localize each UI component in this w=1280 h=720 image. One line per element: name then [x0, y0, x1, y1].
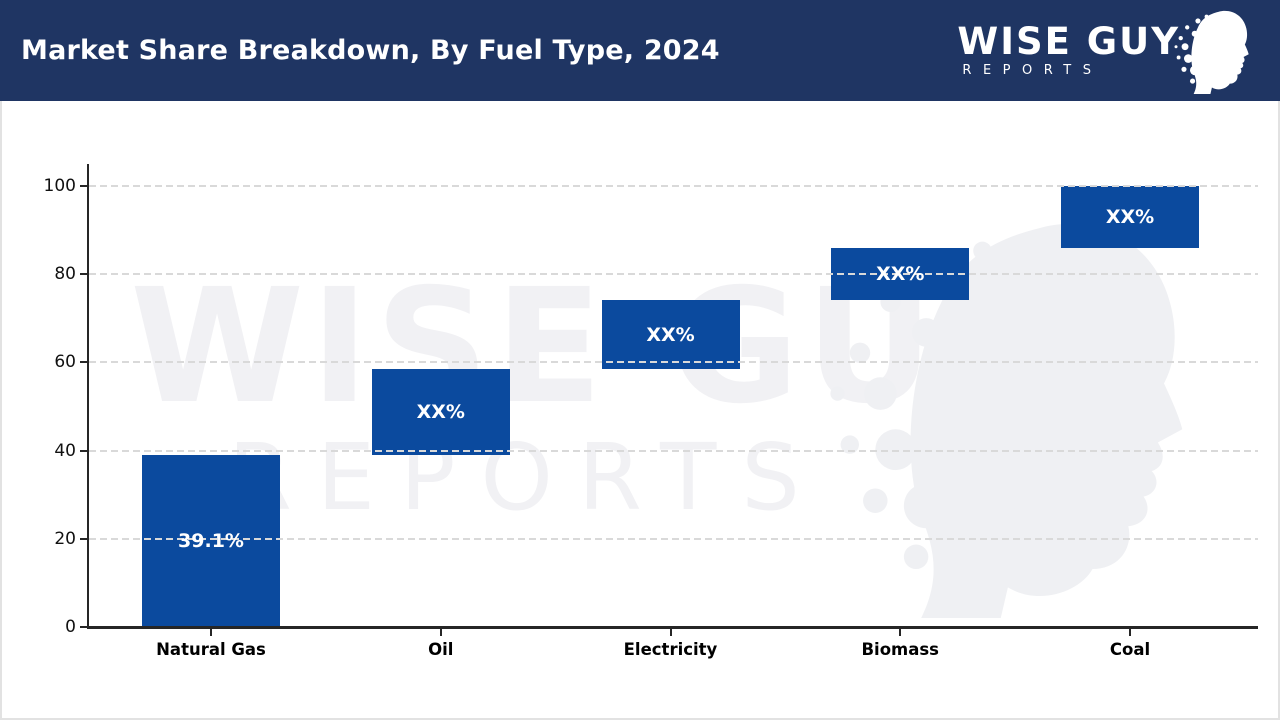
logo-text: WISE GUY REPORTS [957, 23, 1180, 78]
header-bar: Market Share Breakdown, By Fuel Type, 20… [0, 0, 1280, 101]
y-axis-spine [87, 164, 89, 629]
chart-bar-oil [371, 369, 510, 455]
bar-value-label: XX% [876, 262, 925, 285]
bar-value-label: XX% [1105, 205, 1155, 228]
y-tick-mark [80, 537, 88, 540]
y-tick-label: 0 [65, 617, 76, 637]
gridline-y60 [89, 361, 1258, 364]
y-tick-mark [80, 449, 88, 452]
x-category-label: Electricity [623, 640, 718, 659]
y-tick-label: 40 [54, 440, 76, 461]
y-tick-label: 80 [54, 264, 76, 285]
x-category-label: Natural Gas [156, 640, 266, 659]
y-tick-label: 100 [43, 176, 76, 196]
y-tick-mark [80, 361, 88, 364]
watermark-head-icon [830, 223, 1183, 618]
bar-value-label: 39.1% [178, 529, 244, 552]
gridline-y80 [89, 273, 1258, 276]
chart-title: Market Share Breakdown, By Fuel Type, 20… [21, 35, 720, 66]
y-tick-mark [80, 626, 88, 628]
chart-bar-coal [1061, 186, 1199, 248]
x-tick-mark [439, 629, 442, 636]
x-tick-mark [210, 629, 212, 636]
x-category-label: Biomass [861, 640, 940, 659]
y-tick-label: 20 [54, 528, 76, 549]
y-tick-mark [80, 273, 88, 276]
chart-bar-electricity [601, 300, 740, 369]
x-tick-mark [669, 629, 672, 636]
watermark-subtitle: REPORTS [228, 424, 825, 531]
y-tick-label: 60 [54, 352, 76, 373]
gridline-y20 [89, 537, 1258, 540]
logo-head-icon [1174, 10, 1249, 94]
gridline-y100 [89, 185, 1258, 187]
wiseguy-logo: WISE GUY REPORTS [957, 8, 1256, 94]
x-axis-spine [87, 626, 1258, 629]
x-tick-mark [1129, 629, 1131, 636]
x-tick-mark [899, 629, 902, 636]
logo-subtitle: REPORTS [962, 63, 1103, 78]
chart-bar-natural-gas [142, 454, 280, 627]
y-tick-mark [80, 185, 88, 187]
bar-value-label: XX% [646, 323, 695, 346]
gridline-y40 [89, 449, 1258, 452]
bar-value-label: XX% [416, 400, 465, 423]
x-category-label: Oil [428, 640, 454, 659]
logo-wordmark: WISE GUY [957, 20, 1180, 63]
x-category-label: Coal [1109, 640, 1151, 659]
